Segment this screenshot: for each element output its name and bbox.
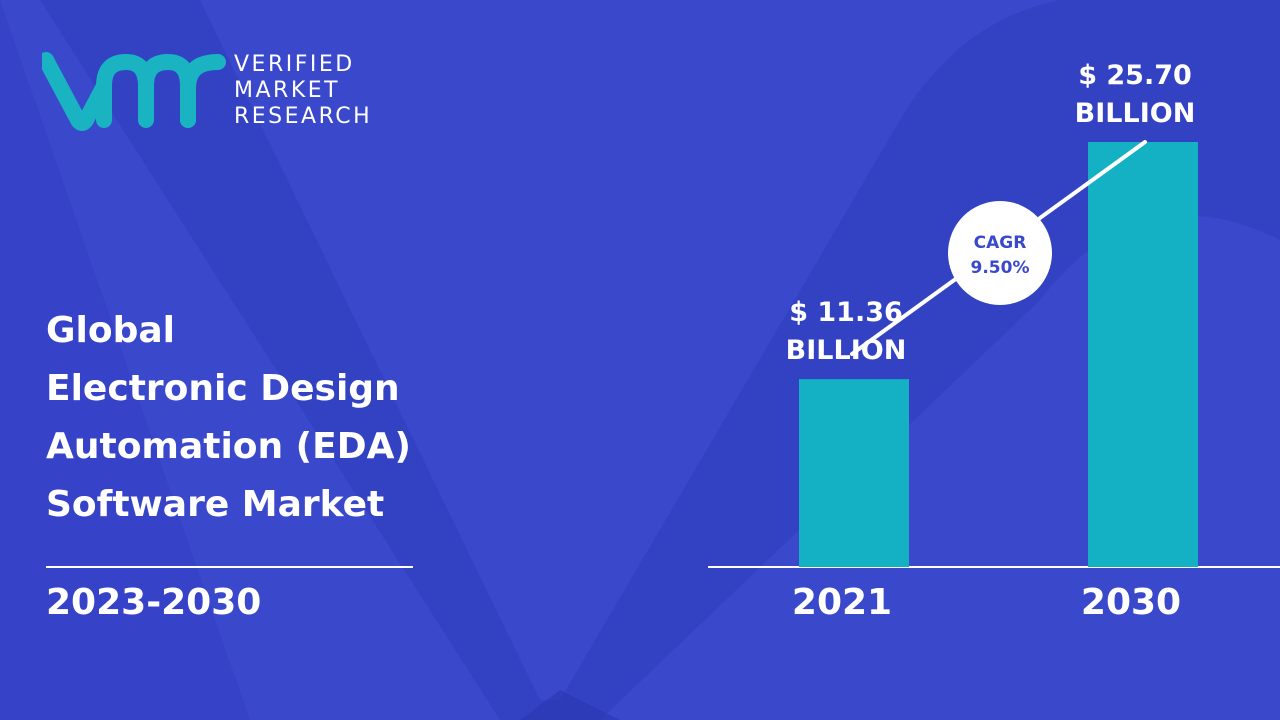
brand-name: VERIFIED MARKET RESEARCH (234, 52, 372, 130)
cagr-badge (948, 201, 1052, 305)
title-divider (46, 566, 413, 568)
data-label-2030-line-2: BILLION (1075, 98, 1196, 129)
cagr-label: CAGR (974, 233, 1027, 253)
data-label-2021-line-2: BILLION (786, 335, 907, 366)
x-tick-label-2030: 2030 (1081, 582, 1181, 623)
data-label-2030-line-1: $ 25.70 (1078, 60, 1192, 91)
brand-line-1: VERIFIED (234, 52, 355, 77)
data-label-2021-line-1: $ 11.36 (789, 297, 903, 328)
brand-line-3: RESEARCH (234, 104, 373, 129)
bar-2030 (1088, 142, 1198, 567)
cagr-value: 9.50% (971, 258, 1030, 278)
title-line-1: Global (46, 310, 176, 351)
page-title: Global Electronic Design Automation (EDA… (46, 302, 606, 534)
x-tick-label-2021: 2021 (792, 582, 892, 623)
forecast-period: 2023-2030 (46, 582, 262, 623)
title-line-2: Electronic Design (46, 368, 400, 409)
title-line-3: Automation (EDA) (46, 426, 411, 467)
brand-line-2: MARKET (234, 78, 341, 103)
vmr-logo-icon (42, 52, 226, 131)
bar-2021 (799, 379, 909, 567)
title-line-4: Software Market (46, 484, 385, 525)
